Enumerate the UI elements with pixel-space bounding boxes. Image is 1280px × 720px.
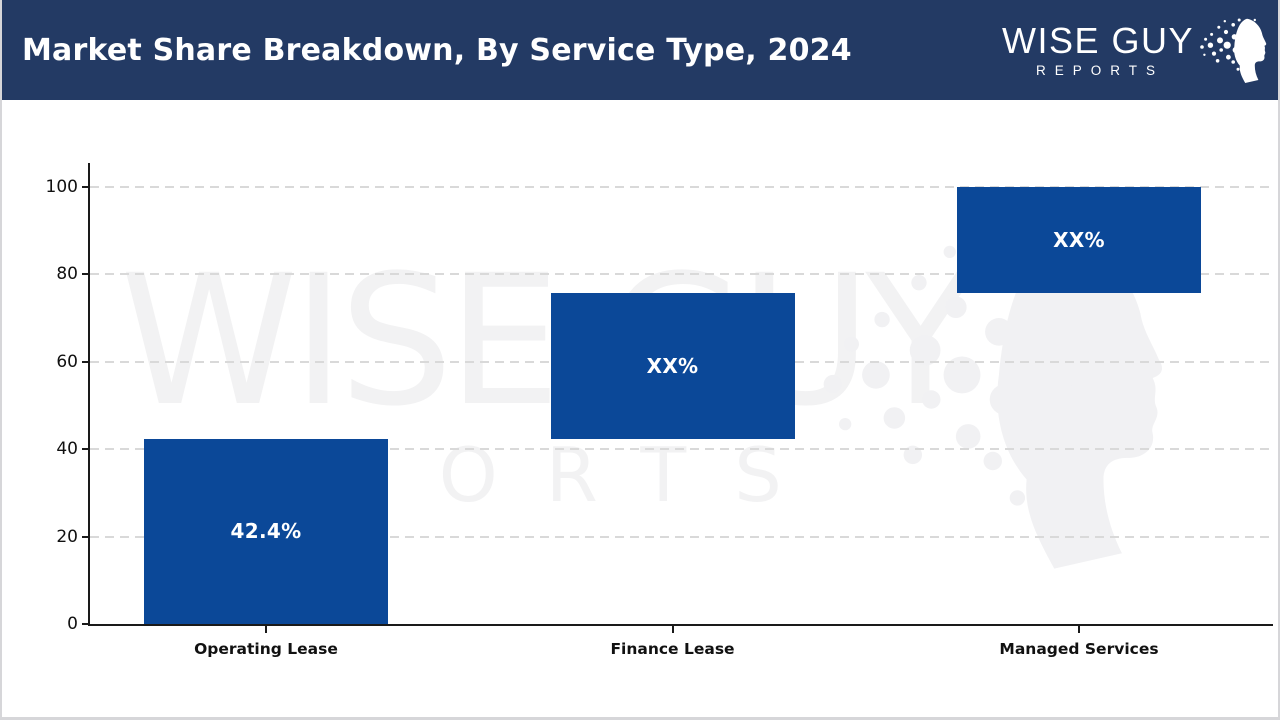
y-axis-tick [82,535,89,538]
gridline [90,273,1273,276]
y-axis-tick-label: 80 [56,264,78,285]
y-axis-tick-label: 100 [45,176,78,197]
brand-name-text: WISE GUY [1001,19,1194,61]
y-axis-tick-label: 40 [56,439,78,460]
bar-value-label: XX% [646,353,699,378]
watermark-brand-text: WISE GUY [120,237,975,446]
x-axis-tick [1078,626,1080,633]
x-axis-tick [265,626,267,633]
y-axis-tick [82,360,89,363]
y-axis-tick [82,273,89,276]
gridline [90,448,1273,451]
y-axis-tick-label: 0 [67,614,78,634]
x-axis-tick [671,626,674,633]
brand-reports-text: REPORTS [1035,62,1164,78]
y-axis-tick-label: 60 [56,351,78,372]
x-axis-category-label: Managed Services [999,640,1159,658]
wiseguy-face-icon [1196,14,1274,86]
x-axis-category-label: Operating Lease [194,640,338,658]
x-axis-category-label: Finance Lease [610,640,735,658]
header: Market Share Breakdown, By Service Type,… [2,0,1278,100]
gridline [90,185,1273,188]
plot-area: 0 20 40 60 80 100 42.4% Operating Lease XX% Finan… [2,100,1278,717]
y-axis-tick [82,185,89,188]
y-axis-tick [82,448,89,451]
brand-logo: WISE GUY REPORTS [1002,4,1274,96]
x-axis-line [88,624,1273,626]
bar-finance-lease: XX% [550,292,795,439]
page-title: Market Share Breakdown, By Service Type,… [22,32,852,68]
brand-wordmark: WISE GUY REPORTS [1001,19,1194,78]
bar-operating-lease: 42.4% [144,438,388,624]
bar-value-label: XX% [1053,227,1105,252]
y-axis-tick-label: 20 [56,526,78,547]
y-axis-tick [82,623,89,625]
gridline [90,535,1273,538]
bar-value-label: 42.4% [230,519,302,544]
bar-managed-services: XX% [957,186,1201,293]
y-axis-line [88,163,90,626]
